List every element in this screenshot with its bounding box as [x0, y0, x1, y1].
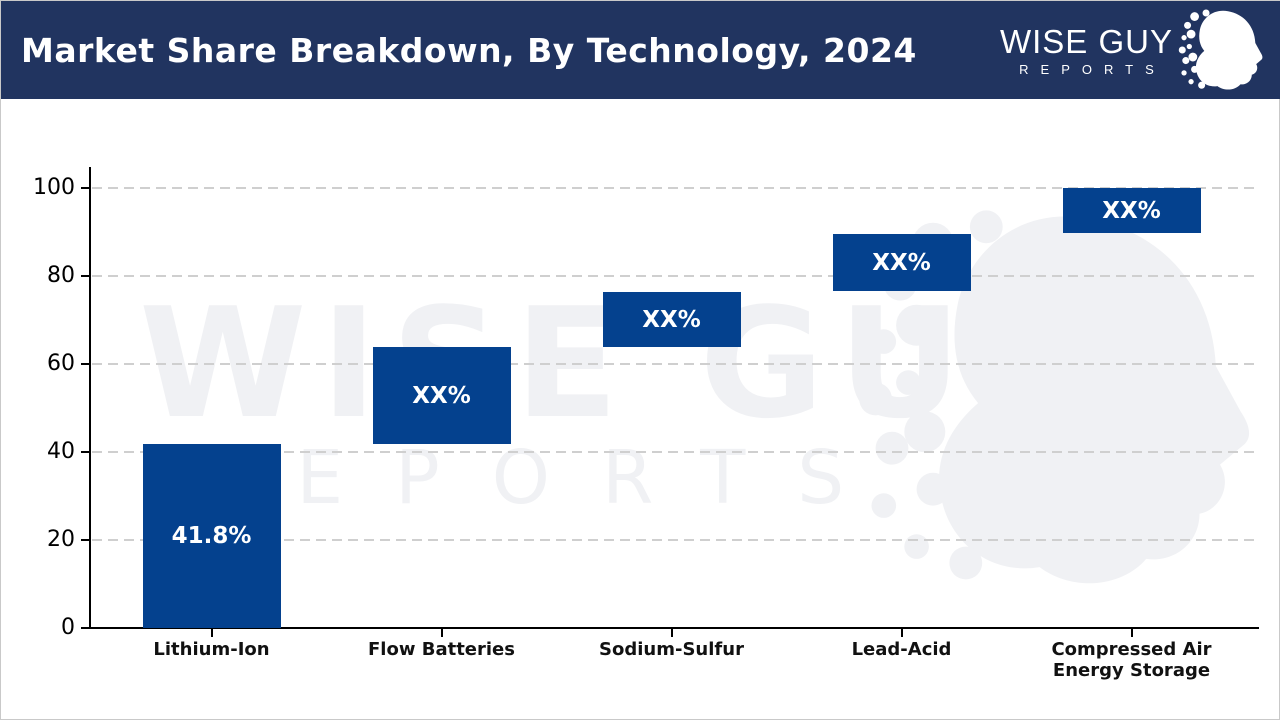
y-axis-tick	[81, 539, 89, 541]
bar-value-label: XX%	[412, 382, 471, 409]
y-axis-spine	[89, 167, 91, 629]
y-axis-tick-label: 20	[47, 527, 75, 552]
y-axis-tick	[81, 627, 89, 629]
bar-segment	[1062, 188, 1201, 234]
bar-segment	[142, 444, 281, 628]
gridline-y40	[92, 451, 1258, 453]
bar-value-label: XX%	[1102, 197, 1161, 224]
wise-guy-logo: WISE GUY REPORTS	[1000, 6, 1280, 94]
x-axis-tick	[1130, 629, 1133, 637]
y-axis-tick-label: 0	[61, 615, 75, 640]
gridline-y100	[92, 187, 1258, 189]
x-axis-tick	[440, 629, 443, 637]
x-axis-category-label: Sodium-Sulfur	[599, 639, 744, 660]
y-axis-tick	[81, 187, 89, 189]
x-axis-tick	[900, 629, 903, 637]
x-axis-category-label: Flow Batteries	[368, 639, 515, 660]
x-axis-category-label: Lithium-Ion	[153, 639, 270, 660]
watermark-subtitle: REPORTS	[193, 435, 897, 521]
gridline-y60	[92, 363, 1258, 365]
x-axis-category-label: Lead-Acid	[851, 639, 952, 660]
header-banner: Market Share Breakdown, By Technology, 2…	[1, 1, 1280, 99]
y-axis-tick-label: 100	[33, 175, 75, 200]
page-title: Market Share Breakdown, By Technology, 2…	[21, 30, 917, 70]
y-axis-tick-label: 60	[47, 351, 75, 376]
bar-segment	[832, 234, 971, 292]
y-axis-tick	[81, 275, 89, 277]
x-axis-tick	[210, 629, 213, 637]
gridline-y80	[92, 275, 1258, 277]
dotted-face-icon	[1178, 9, 1263, 90]
chart-area: WISE GUY REPORTS 02040608010041.8%Lithiu…	[1, 99, 1280, 721]
logo-subtitle: REPORTS	[1019, 61, 1166, 77]
gridline-y20	[92, 539, 1258, 541]
bar-segment	[602, 292, 741, 348]
x-axis-spine	[89, 627, 1259, 629]
y-axis-tick-label: 40	[47, 439, 75, 464]
x-axis-tick	[670, 629, 673, 637]
y-axis-tick	[81, 363, 89, 365]
bar-value-label: XX%	[872, 249, 931, 276]
logo-wordmark: WISE GUY	[999, 22, 1173, 60]
bar-value-label: 41.8%	[171, 523, 252, 550]
bar-value-label: XX%	[642, 306, 701, 333]
y-axis-tick	[81, 451, 89, 453]
x-axis-category-label: Compressed Air Energy Storage	[1051, 639, 1212, 681]
y-axis-tick-label: 80	[47, 263, 75, 288]
bar-segment	[372, 347, 511, 445]
logo-text: WISE GUY REPORTS	[1000, 25, 1173, 76]
